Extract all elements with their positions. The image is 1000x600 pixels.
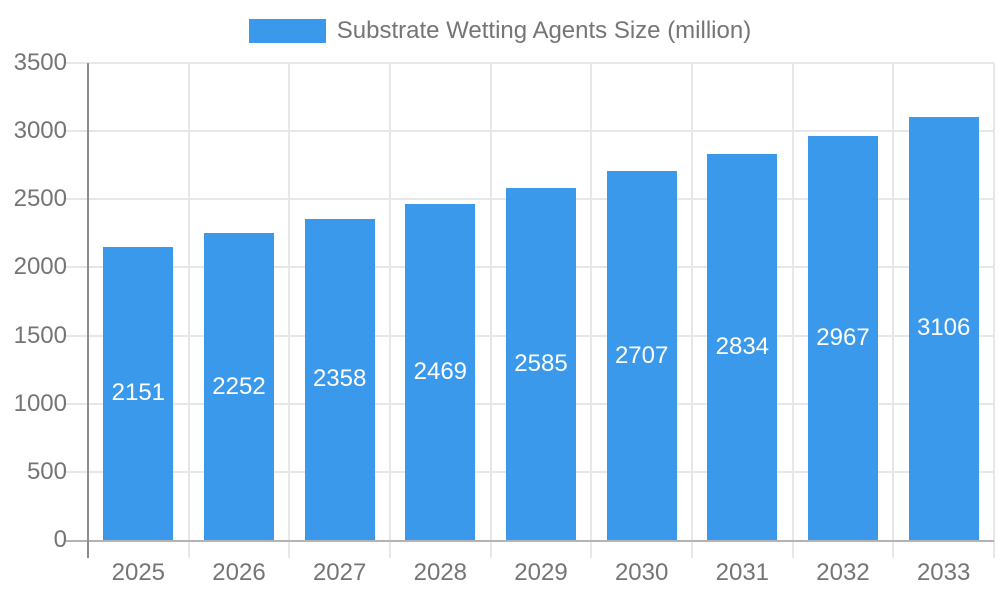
y-tick-label: 3500 [13,49,67,76]
bar [103,246,174,540]
y-tick-label: 1000 [13,389,67,417]
bar-value-label: 2967 [816,323,870,351]
gridline-v [187,63,190,558]
gridline-v [590,63,593,558]
y-tick-label: 1500 [13,321,67,349]
gridline-v [389,63,391,558]
gridline-h [66,130,994,133]
gridline-v [892,63,895,558]
bar-value-label: 3106 [916,314,971,342]
bar-value-label: 2469 [413,357,468,385]
y-axis-line [87,63,89,558]
y-tick-label: 2500 [13,185,67,213]
x-tick-label: 2026 [212,559,266,586]
x-tick-label: 2027 [312,559,367,586]
gridline-v [993,63,995,558]
x-axis-line [66,540,994,542]
x-tick-label: 2032 [816,559,870,586]
bar [808,135,878,540]
bar-value-label: 2151 [111,379,166,407]
bar-value-label: 2585 [514,349,568,377]
bar [908,116,979,540]
y-tick-label: 3000 [13,117,67,145]
bar [707,153,778,540]
bar [405,203,476,540]
y-tick-label: 0 [53,526,67,553]
x-tick-label: 2025 [111,559,166,586]
legend: Substrate Wetting Agents Size (million) [0,17,1000,45]
x-tick-label: 2033 [916,559,971,586]
bar-value-label: 2358 [312,365,367,393]
bar-value-label: 2707 [614,341,669,369]
bar-value-label: 2252 [212,372,266,400]
bar [606,171,677,540]
gridline-v [691,63,693,558]
y-tick-label: 2000 [13,253,67,281]
gridline-v [288,63,291,558]
gridline-v [489,63,492,558]
x-tick-label: 2030 [614,559,669,586]
y-tick-label: 500 [26,457,67,485]
gridline-h [66,62,994,64]
legend-swatch [248,19,326,43]
x-tick-label: 2031 [715,559,770,586]
plot-area: 0 500 1000 1500 2000 2500 3000 3500 2151 2025 2252… [14,49,995,586]
x-tick-label: 2029 [514,559,568,586]
gridline-v [791,63,794,558]
bar [304,218,375,540]
legend-label: Substrate Wetting Agents Size (million) [336,17,752,44]
bar-value-label: 2834 [715,332,770,360]
bar [506,187,576,540]
x-tick-label: 2028 [413,559,468,586]
bar [204,233,274,540]
